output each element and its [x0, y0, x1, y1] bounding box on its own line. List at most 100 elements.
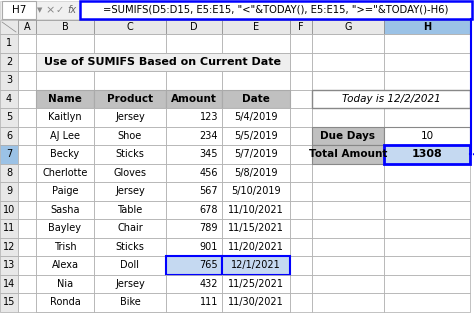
- Bar: [166, 89, 222, 108]
- Bar: [0, 89, 18, 108]
- Text: 5/5/2019: 5/5/2019: [234, 131, 278, 141]
- Bar: [18, 52, 36, 71]
- Bar: [312, 201, 384, 219]
- Text: 432: 432: [200, 279, 218, 289]
- Bar: [18, 219, 36, 237]
- Bar: [94, 256, 166, 274]
- Bar: [166, 256, 222, 274]
- Bar: [384, 219, 470, 237]
- Bar: [0, 201, 18, 219]
- Bar: [18, 237, 36, 256]
- Text: 5/4/2019: 5/4/2019: [234, 112, 278, 122]
- Text: Nia: Nia: [57, 279, 73, 289]
- Bar: [312, 164, 384, 182]
- Bar: [166, 126, 222, 145]
- Text: Name: Name: [48, 94, 82, 104]
- Bar: [222, 274, 290, 293]
- Text: G: G: [344, 22, 352, 32]
- Bar: [36, 126, 94, 145]
- Bar: [18, 145, 36, 164]
- Bar: [166, 237, 222, 256]
- Bar: [166, 108, 222, 126]
- Bar: [222, 89, 290, 108]
- Bar: [36, 20, 94, 34]
- Bar: [384, 126, 470, 145]
- Text: Sticks: Sticks: [116, 149, 145, 159]
- Text: 10: 10: [3, 205, 15, 215]
- Bar: [166, 34, 222, 52]
- Bar: [94, 126, 166, 145]
- Bar: [166, 219, 222, 237]
- Text: Jersey: Jersey: [115, 112, 145, 122]
- Bar: [290, 219, 312, 237]
- Bar: [18, 20, 36, 34]
- Text: H: H: [423, 22, 431, 32]
- Bar: [36, 201, 94, 219]
- Bar: [384, 52, 470, 71]
- Bar: [36, 164, 94, 182]
- Bar: [36, 182, 94, 201]
- Bar: [36, 274, 94, 293]
- Bar: [0, 256, 18, 274]
- Bar: [166, 201, 222, 219]
- Bar: [290, 274, 312, 293]
- Text: Date: Date: [242, 94, 270, 104]
- Text: C: C: [127, 22, 133, 32]
- Text: AJ Lee: AJ Lee: [50, 131, 80, 141]
- Text: 5/10/2019: 5/10/2019: [231, 186, 281, 196]
- Bar: [222, 201, 290, 219]
- Bar: [384, 145, 470, 164]
- Bar: [36, 182, 94, 201]
- Text: Cherlotte: Cherlotte: [42, 168, 88, 178]
- Bar: [312, 237, 384, 256]
- Bar: [222, 293, 290, 311]
- Bar: [290, 89, 312, 108]
- Bar: [290, 20, 312, 34]
- Bar: [166, 145, 222, 164]
- Bar: [94, 34, 166, 52]
- Text: Ronda: Ronda: [50, 297, 81, 307]
- Bar: [166, 164, 222, 182]
- Bar: [222, 126, 290, 145]
- Bar: [36, 293, 94, 311]
- Bar: [166, 108, 222, 126]
- Text: Today is 12/2/2021: Today is 12/2/2021: [342, 94, 440, 104]
- Text: 2: 2: [6, 57, 12, 67]
- Text: 15: 15: [3, 297, 15, 307]
- Bar: [36, 274, 94, 293]
- Bar: [312, 219, 384, 237]
- Bar: [384, 274, 470, 293]
- Bar: [290, 145, 312, 164]
- Bar: [290, 256, 312, 274]
- Text: 5/7/2019: 5/7/2019: [234, 149, 278, 159]
- Bar: [222, 274, 290, 293]
- Text: 11/15/2021: 11/15/2021: [228, 223, 284, 233]
- Bar: [18, 164, 36, 182]
- Bar: [2, 1, 36, 19]
- Bar: [36, 237, 94, 256]
- Bar: [94, 274, 166, 293]
- Bar: [290, 237, 312, 256]
- Bar: [222, 71, 290, 89]
- Bar: [36, 256, 94, 274]
- Bar: [18, 126, 36, 145]
- Bar: [94, 237, 166, 256]
- Bar: [290, 52, 312, 71]
- Bar: [36, 201, 94, 219]
- Text: Sasha: Sasha: [50, 205, 80, 215]
- Text: ▼: ▼: [37, 7, 43, 13]
- Bar: [384, 201, 470, 219]
- Bar: [166, 20, 222, 34]
- Bar: [0, 108, 18, 126]
- Text: 11/10/2021: 11/10/2021: [228, 205, 284, 215]
- Bar: [36, 219, 94, 237]
- Text: 13: 13: [3, 260, 15, 270]
- Bar: [312, 89, 470, 108]
- Text: 3: 3: [6, 75, 12, 85]
- Bar: [312, 293, 384, 311]
- Text: Shoe: Shoe: [118, 131, 142, 141]
- Bar: [384, 182, 470, 201]
- Text: 234: 234: [200, 131, 218, 141]
- Text: 678: 678: [200, 205, 218, 215]
- Bar: [384, 126, 470, 145]
